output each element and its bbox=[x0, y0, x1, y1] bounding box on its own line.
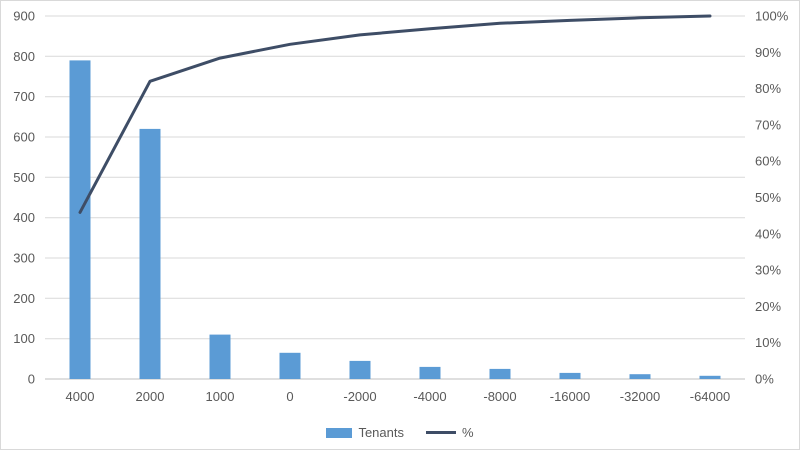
bar-tenants[interactable] bbox=[629, 374, 651, 379]
tenants-series-swatch-icon bbox=[326, 427, 353, 438]
cumulative-percent-line[interactable] bbox=[78, 14, 712, 214]
left-axis-tick-label: 500 bbox=[13, 170, 35, 185]
x-axis-category-label: -8000 bbox=[483, 389, 516, 404]
bar-tenants[interactable] bbox=[139, 128, 161, 379]
legend-label-percent: % bbox=[461, 425, 474, 440]
left-axis-tick-label: 300 bbox=[13, 251, 35, 266]
right-axis-tick-label: 80% bbox=[755, 81, 781, 96]
bar-tenants[interactable] bbox=[699, 375, 721, 379]
legend-item-percent[interactable]: % bbox=[425, 425, 474, 440]
bar-tenants[interactable] bbox=[279, 352, 301, 379]
x-axis-category-label: 4000 bbox=[66, 389, 95, 404]
x-axis-category-label: -4000 bbox=[413, 389, 446, 404]
right-axis-tick-label: 100% bbox=[755, 9, 789, 24]
right-axis-tick-label: 50% bbox=[755, 190, 781, 205]
right-axis-tick-label: 70% bbox=[755, 117, 781, 132]
left-axis-tick-label: 700 bbox=[13, 89, 35, 104]
left-axis-tick-label: 100 bbox=[13, 331, 35, 346]
left-axis-tick-label: 0 bbox=[28, 372, 35, 387]
legend-label-tenants: Tenants bbox=[358, 425, 404, 440]
x-axis-category-label: 0 bbox=[286, 389, 293, 404]
bar-tenants[interactable] bbox=[349, 360, 371, 379]
right-axis-tick-label: 20% bbox=[755, 299, 781, 314]
x-axis-category-label: 1000 bbox=[206, 389, 235, 404]
left-axis-tick-label: 800 bbox=[13, 49, 35, 64]
bar-tenants[interactable] bbox=[419, 366, 441, 379]
left-axis-tick-label: 200 bbox=[13, 291, 35, 306]
x-axis-category-label: -2000 bbox=[343, 389, 376, 404]
x-axis-category-label: -64000 bbox=[690, 389, 730, 404]
bar-tenants[interactable] bbox=[209, 334, 231, 379]
x-axis-category-label: 2000 bbox=[136, 389, 165, 404]
legend: Tenants % bbox=[1, 425, 799, 440]
right-axis-tick-label: 40% bbox=[755, 226, 781, 241]
right-axis-tick-label: 90% bbox=[755, 45, 781, 60]
legend-item-tenants[interactable]: Tenants bbox=[326, 425, 404, 440]
x-axis-category-label: -32000 bbox=[620, 389, 660, 404]
bar-tenants[interactable] bbox=[559, 372, 581, 379]
percent-series-swatch-icon bbox=[425, 431, 456, 434]
left-axis-tick-label: 900 bbox=[13, 9, 35, 24]
left-axis-tick-label: 600 bbox=[13, 130, 35, 145]
x-axis-category-label: -16000 bbox=[550, 389, 590, 404]
right-axis-tick-label: 60% bbox=[755, 154, 781, 169]
right-axis-tick-label: 10% bbox=[755, 335, 781, 350]
left-axis-tick-label: 400 bbox=[13, 210, 35, 225]
right-axis-tick-label: 30% bbox=[755, 263, 781, 278]
right-axis-tick-label: 0% bbox=[755, 372, 774, 387]
bar-tenants[interactable] bbox=[69, 60, 91, 380]
bar-tenants[interactable] bbox=[489, 368, 511, 379]
